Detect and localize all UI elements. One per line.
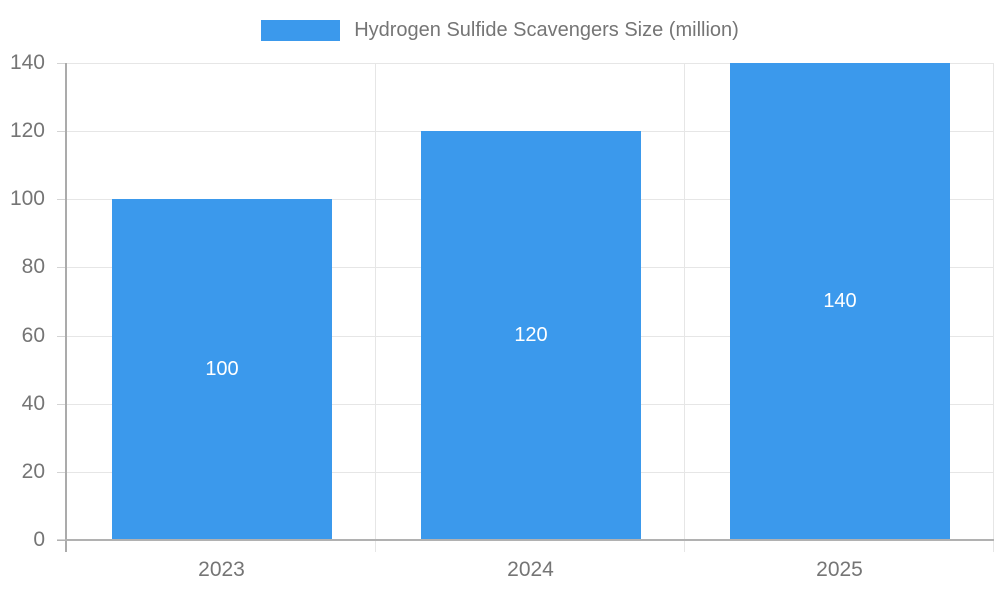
y-tick-label-120: 120 [9, 119, 45, 143]
y-tick-80 [57, 267, 65, 269]
x-label-2023: 2023 [198, 558, 245, 581]
y-tick-40 [57, 403, 65, 405]
h-gridline-140 [67, 63, 994, 64]
x-label-2025: 2025 [816, 558, 863, 581]
y-tick-label-140: 140 [9, 51, 45, 74]
bar-value-label-2024: 120 [514, 324, 548, 346]
y-tick-label-40: 40 [21, 391, 45, 415]
y-tick-label-80: 80 [21, 255, 45, 279]
v-gridline-1 [375, 63, 376, 552]
chart-legend[interactable]: Hydrogen Sulfide Scavengers Size (millio… [0, 20, 1000, 41]
v-gridline-2 [684, 63, 685, 552]
y-tick-label-60: 60 [21, 323, 45, 347]
x-axis-line [57, 539, 994, 541]
y-tick-0 [57, 539, 65, 540]
plot-area: 100 120 140 0 20 40 60 80 100 120 140 [10, 51, 994, 552]
y-tick-label-100: 100 [9, 187, 45, 211]
bar-value-label-2025: 140 [823, 290, 857, 312]
y-tick-60 [57, 335, 65, 337]
x-axis-labels: 2023 2024 2025 [67, 558, 994, 582]
bar-2023[interactable]: 100 [112, 199, 332, 540]
x-label-2024: 2024 [507, 558, 554, 581]
v-gridline-3 [993, 63, 994, 552]
bar-2024[interactable]: 120 [421, 131, 641, 540]
y-tick-100 [57, 199, 65, 201]
y-tick-140 [57, 63, 65, 64]
y-tick-label-20: 20 [21, 459, 45, 483]
y-tick-20 [57, 471, 65, 473]
legend-swatch[interactable] [261, 20, 341, 41]
bar-2025[interactable]: 140 [730, 63, 950, 540]
y-axis-line [65, 63, 67, 552]
y-tick-label-0: 0 [33, 528, 45, 551]
bar-value-label-2023: 100 [205, 358, 239, 380]
y-tick-120 [57, 131, 65, 133]
legend-label: Hydrogen Sulfide Scavengers Size (millio… [354, 19, 739, 41]
